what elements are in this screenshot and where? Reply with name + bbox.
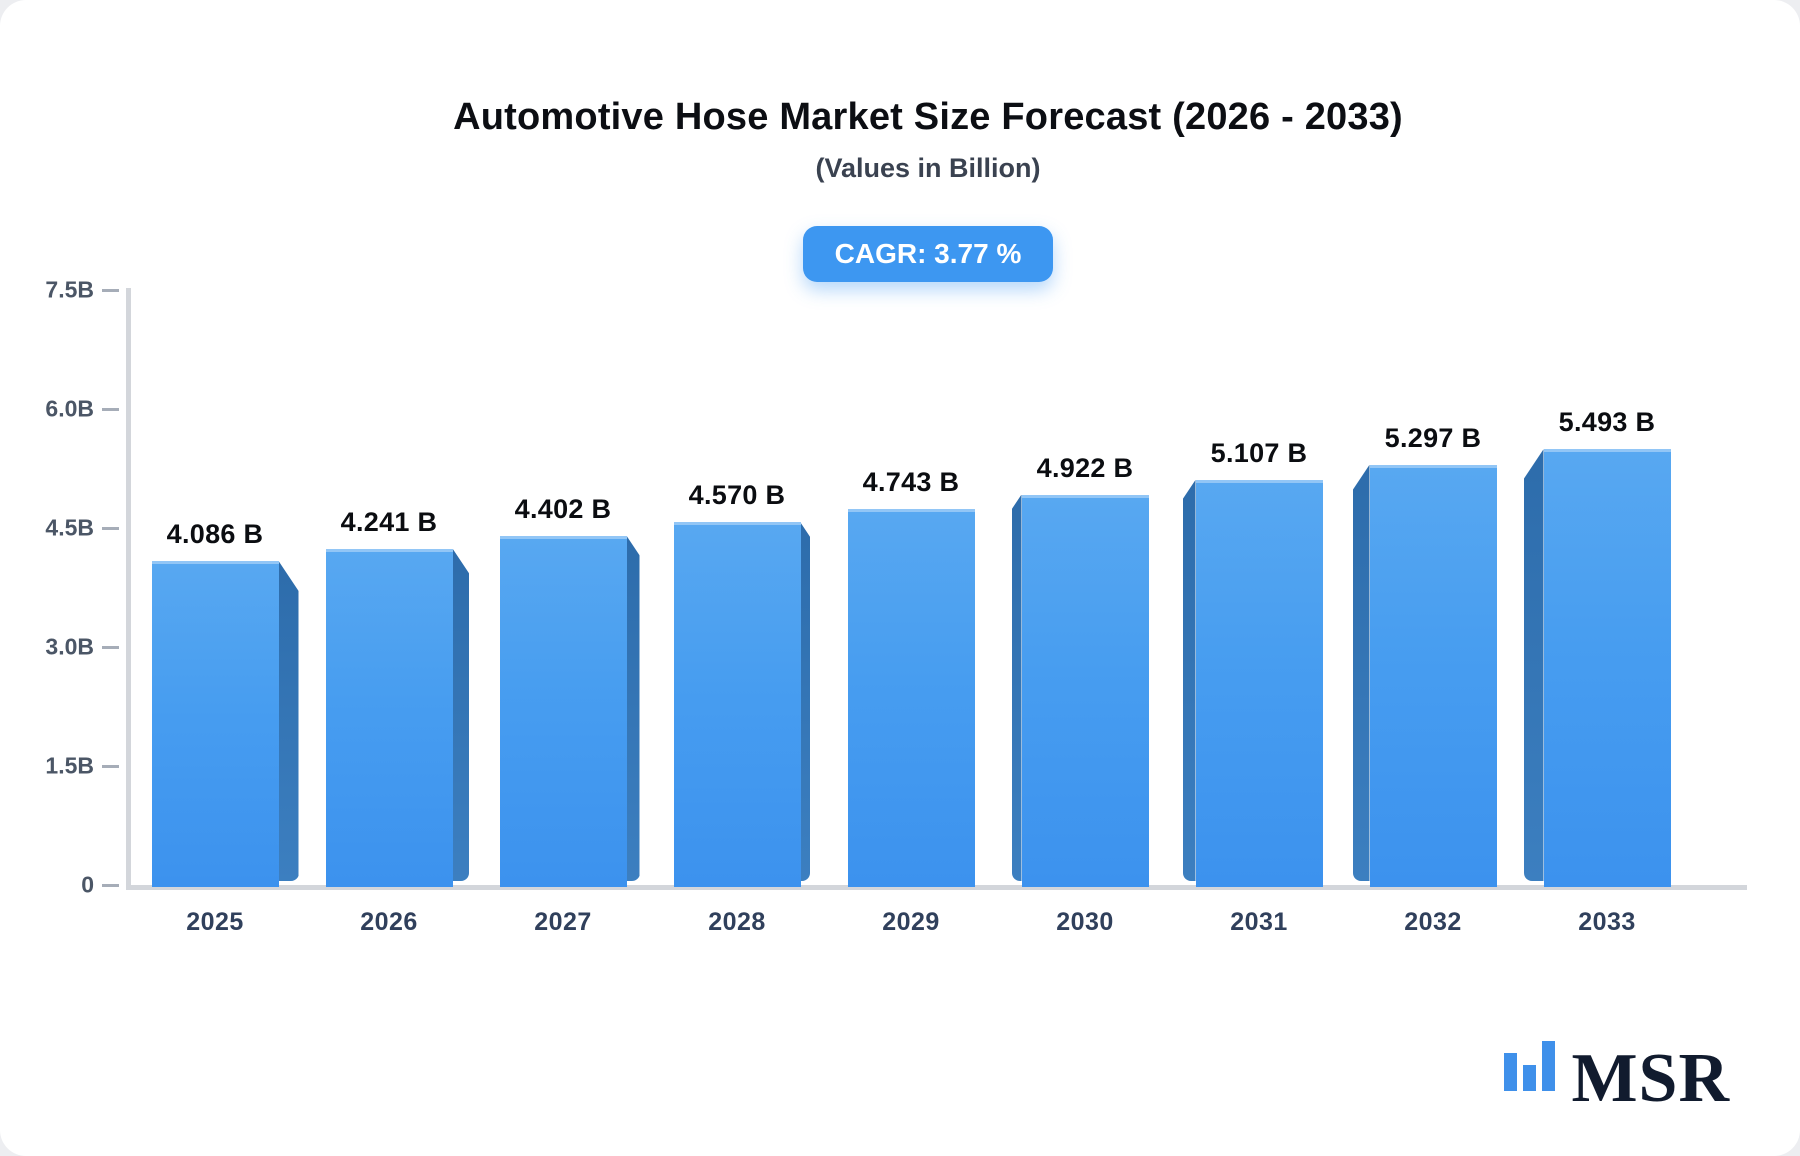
y-tick-dash	[102, 527, 119, 530]
chart-subtitle: (Values in Billion)	[815, 153, 1041, 183]
bar-value-label: 5.107 B	[1210, 437, 1308, 468]
y-tick-label: 6.0B	[45, 395, 94, 422]
x-tick-label: 2029	[882, 908, 940, 936]
bar-main-face-2025	[151, 560, 279, 887]
bar-main-face-2030	[1021, 494, 1149, 887]
bar-main-face-2033	[1543, 449, 1671, 887]
logo-bar-tall	[1542, 1041, 1556, 1091]
bar-value-label: 4.241 B	[340, 506, 438, 537]
bar-main-face-2027	[499, 535, 627, 887]
x-tick-label: 2026	[360, 908, 418, 936]
bar-main-face-2028	[673, 522, 801, 887]
x-tick-label: 2031	[1230, 908, 1288, 936]
y-tick-dash	[102, 408, 119, 411]
x-tick-label: 2033	[1578, 908, 1636, 936]
bar-side-face-2032	[1353, 464, 1370, 881]
chart-header: Automotive Hose Market Size Forecast (20…	[56, 0, 1800, 282]
bar-side-face-2031	[1182, 479, 1196, 881]
bar-main-face-2031	[1195, 479, 1323, 887]
bar-value-label: 4.922 B	[1036, 452, 1134, 483]
y-tick-label: 0	[81, 871, 94, 898]
x-tick-label: 2027	[534, 908, 592, 936]
logo-bar-medium	[1504, 1053, 1518, 1091]
bar-value-label: 4.402 B	[514, 493, 612, 524]
bar-value-label: 4.743 B	[862, 466, 960, 497]
bar-side-face-2027	[626, 535, 640, 881]
y-tick-label: 7.5B	[45, 276, 94, 303]
y-tick-dash	[102, 289, 119, 292]
msr-logo: MSR	[1504, 1039, 1730, 1117]
chart-title: Automotive Hose Market Size Forecast (20…	[453, 96, 1403, 138]
x-axis-line	[126, 885, 1747, 890]
bar-main-face-2029	[847, 508, 975, 887]
y-tick-label: 3.0B	[45, 633, 94, 660]
bar-side-face-2033	[1523, 449, 1544, 881]
y-tick-dash	[102, 765, 119, 768]
logo-bar-short	[1523, 1065, 1537, 1091]
bar-value-label: 5.297 B	[1384, 422, 1482, 453]
bar-side-face-2030	[1012, 494, 1022, 881]
logo-text: MSR	[1571, 1039, 1730, 1117]
cagr-badge: CAGR: 3.77 %	[802, 226, 1054, 282]
x-tick-label: 2028	[708, 908, 766, 936]
x-tick-label: 2030	[1056, 908, 1114, 936]
y-tick-dash	[102, 884, 119, 887]
bar-side-face-2028	[800, 522, 810, 881]
y-tick-label: 4.5B	[45, 514, 94, 541]
bar-main-face-2026	[325, 548, 453, 887]
y-tick-label: 1.5B	[45, 752, 94, 779]
logo-bars-icon	[1504, 1041, 1561, 1091]
x-tick-label: 2025	[186, 908, 244, 936]
bar-side-face-2025	[278, 560, 299, 881]
bar-main-face-2032	[1369, 464, 1497, 887]
bar-value-label: 4.570 B	[688, 480, 786, 511]
bar-value-label: 5.493 B	[1558, 407, 1656, 438]
bar-side-face-2026	[452, 548, 469, 881]
y-tick-dash	[102, 646, 119, 649]
x-tick-label: 2032	[1404, 908, 1462, 936]
y-axis-line	[126, 288, 131, 890]
bar-value-label: 4.086 B	[166, 518, 264, 549]
